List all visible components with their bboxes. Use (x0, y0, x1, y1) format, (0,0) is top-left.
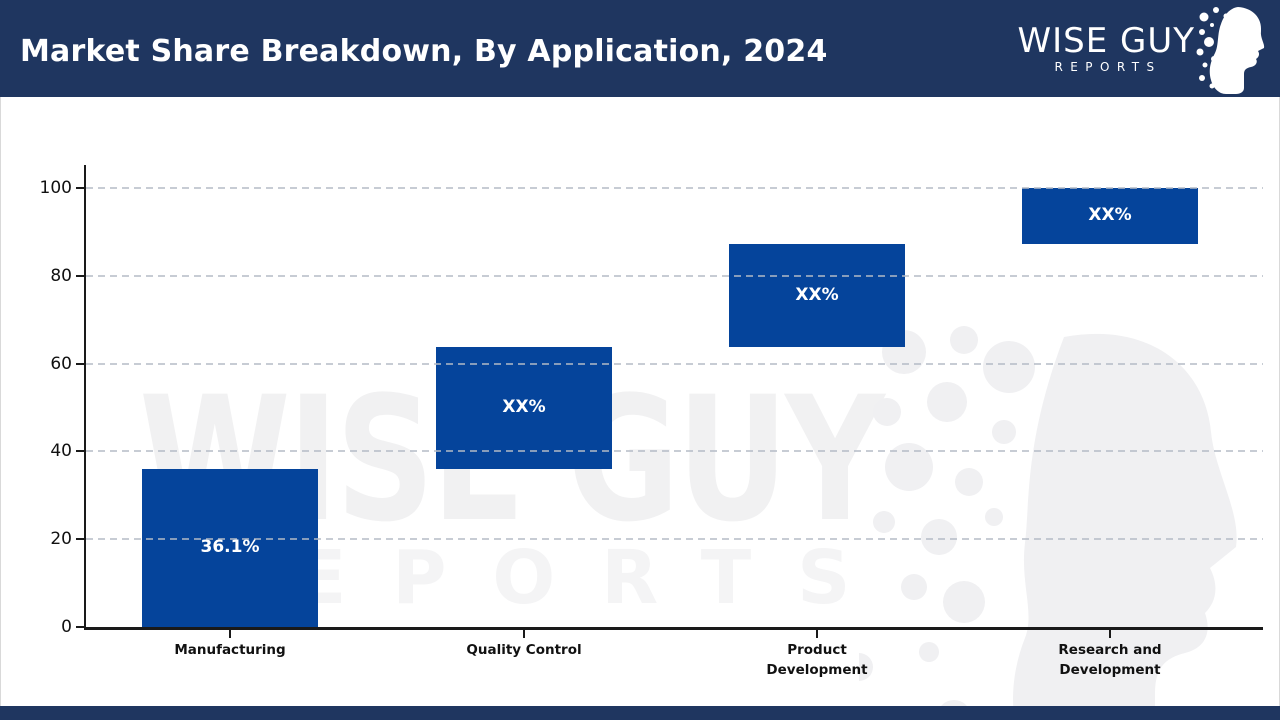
x-category-label: Research and Development (1058, 642, 1162, 678)
x-category-label: Product Development (766, 642, 868, 678)
bar-value-label: XX% (1088, 205, 1132, 226)
x-tick-mark (229, 630, 231, 638)
y-tick-label: 100 (39, 178, 72, 198)
report-header: Market Share Breakdown, By Application, … (0, 0, 1280, 97)
y-tick-label: 0 (61, 617, 72, 637)
logo-subtitle: REPORTS (1054, 60, 1162, 74)
y-tick-label: 60 (50, 353, 72, 374)
gridline (86, 450, 1263, 453)
y-tick-mark (76, 187, 84, 189)
y-tick-mark (76, 274, 84, 277)
bar-value-label: XX% (502, 396, 546, 417)
gridline (86, 538, 1263, 541)
gridline (86, 274, 1263, 277)
logo-wordmark: WISE GUY (1017, 21, 1195, 61)
gridline (86, 362, 1263, 365)
y-tick-mark (76, 538, 84, 541)
gridline (86, 187, 1263, 189)
wiseguy-logo: WISE GUY REPORTS (990, 0, 1270, 97)
bar-segment (436, 346, 612, 469)
x-tick-mark (523, 630, 525, 638)
x-tick-mark (816, 630, 818, 638)
y-tick-mark (76, 362, 84, 365)
y-tick-label: 40 (50, 441, 72, 462)
x-category-label: Quality Control (466, 642, 582, 658)
y-tick-mark (76, 626, 84, 628)
bar-segment (1022, 188, 1198, 245)
bar-value-label: 36.1% (200, 536, 260, 557)
bar-segment (729, 244, 905, 347)
y-tick-mark (76, 450, 84, 453)
page-title: Market Share Breakdown, By Application, … (20, 34, 828, 69)
y-axis-spine (84, 165, 86, 629)
bar-value-label: XX% (795, 284, 839, 305)
logo-face-icon (1196, 7, 1265, 94)
y-tick-label: 80 (50, 265, 72, 286)
x-tick-mark (1109, 630, 1111, 638)
logo-text: WISE GUY REPORTS (1017, 24, 1195, 74)
bar-segment (142, 468, 318, 627)
x-category-label: Manufacturing (174, 642, 286, 658)
y-tick-label: 20 (50, 529, 72, 550)
x-axis-spine (84, 627, 1263, 630)
report-footer (0, 706, 1280, 720)
